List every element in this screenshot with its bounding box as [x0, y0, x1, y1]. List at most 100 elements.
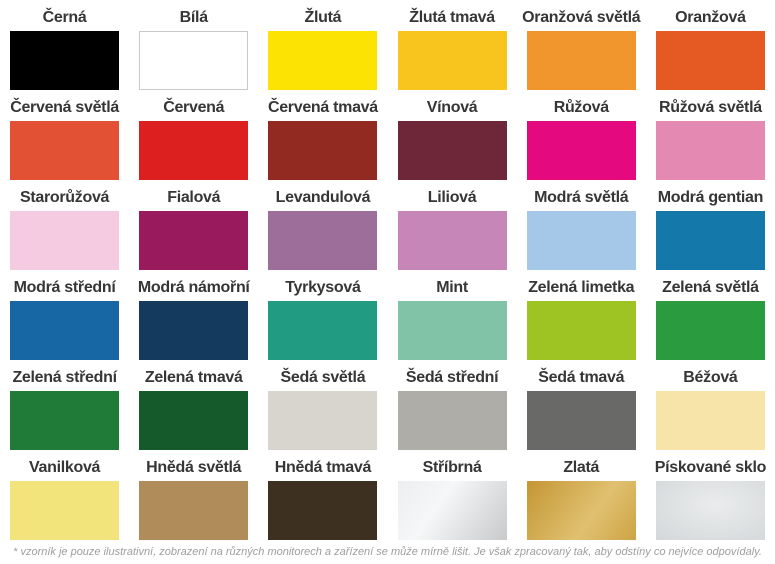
color-cell: Zelená světlá [646, 270, 775, 360]
color-cell: Stříbrná [388, 450, 517, 540]
color-cell: Pískované sklo [646, 450, 775, 540]
color-swatch [526, 121, 636, 180]
color-swatch [268, 481, 378, 540]
color-cell: Bílá [129, 0, 258, 90]
color-cell: Starorůžová [0, 180, 129, 270]
color-swatch [10, 121, 120, 180]
color-cell: Zelená tmavá [129, 360, 258, 450]
color-label: Černá [42, 8, 87, 26]
color-label: Tyrkysová [285, 278, 361, 296]
color-label: Zelená limetka [528, 278, 635, 296]
color-swatch [268, 31, 378, 90]
color-label: Šedá střední [405, 368, 499, 386]
color-cell: Oranžová [646, 0, 775, 90]
color-label: Červená světlá [10, 98, 119, 116]
color-swatch [139, 121, 249, 180]
color-cell: Mint [388, 270, 517, 360]
color-swatch [397, 391, 507, 450]
color-swatch [397, 121, 507, 180]
color-cell: Červená světlá [0, 90, 129, 180]
color-cell: Oranžová světlá [517, 0, 646, 90]
color-swatch [526, 391, 636, 450]
color-cell: Modrá střední [0, 270, 129, 360]
color-swatch [655, 31, 765, 90]
color-swatch [10, 481, 120, 540]
color-cell: Hnědá světlá [129, 450, 258, 540]
color-swatch [397, 481, 507, 540]
color-label: Béžová [683, 368, 738, 386]
color-label: Pískované sklo [654, 458, 767, 476]
color-cell: Červená tmavá [258, 90, 387, 180]
color-swatch [655, 481, 765, 540]
color-label: Oranžová [675, 8, 746, 26]
color-label: Šedá světlá [280, 368, 366, 386]
color-swatch [526, 301, 636, 360]
color-label: Modrá gentian [657, 188, 764, 206]
color-label: Modrá střední [13, 278, 116, 296]
color-cell: Hnědá tmavá [258, 450, 387, 540]
color-swatch [397, 211, 507, 270]
color-swatch [10, 211, 120, 270]
color-label: Liliová [427, 188, 477, 206]
color-cell: Béžová [646, 360, 775, 450]
color-label: Červená [163, 98, 225, 116]
color-label: Bílá [179, 8, 208, 26]
color-cell: Žlutá [258, 0, 387, 90]
color-swatch [268, 121, 378, 180]
color-swatch [10, 31, 120, 90]
color-swatch [268, 391, 378, 450]
color-label: Starorůžová [19, 188, 110, 206]
color-swatch [139, 481, 249, 540]
color-swatch [268, 301, 378, 360]
color-cell: Červená [129, 90, 258, 180]
color-cell: Šedá střední [388, 360, 517, 450]
color-label: Mint [436, 278, 468, 296]
color-swatch [139, 31, 249, 90]
color-label: Vanilková [29, 458, 101, 476]
color-cell: Levandulová [258, 180, 387, 270]
color-swatch [655, 301, 765, 360]
color-label: Zelená tmavá [144, 368, 243, 386]
color-swatch [526, 31, 636, 90]
color-label: Oranžová světlá [522, 8, 641, 26]
color-cell: Fialová [129, 180, 258, 270]
color-label: Zelená střední [12, 368, 117, 386]
color-label: Červená tmavá [267, 98, 378, 116]
color-cell: Modrá námořní [129, 270, 258, 360]
color-cell: Modrá světlá [517, 180, 646, 270]
color-label: Hnědá světlá [146, 458, 242, 476]
color-cell: Šedá světlá [258, 360, 387, 450]
color-swatch [397, 31, 507, 90]
color-swatch [655, 121, 765, 180]
color-swatch [397, 301, 507, 360]
color-cell: Růžová [517, 90, 646, 180]
color-cell: Vínová [388, 90, 517, 180]
disclaimer-note: * vzorník je pouze ilustrativní, zobraze… [13, 546, 762, 558]
color-label: Žlutá tmavá [409, 8, 495, 26]
color-cell: Žlutá tmavá [388, 0, 517, 90]
color-cell: Zelená střední [0, 360, 129, 450]
color-swatch [139, 211, 249, 270]
color-cell: Černá [0, 0, 129, 90]
color-label: Zlatá [563, 458, 600, 476]
color-label: Modrá námořní [137, 278, 250, 296]
color-label: Šedá tmavá [538, 368, 625, 386]
color-cell: Šedá tmavá [517, 360, 646, 450]
color-swatch [268, 211, 378, 270]
color-cell: Zelená limetka [517, 270, 646, 360]
color-label: Zelená světlá [662, 278, 759, 296]
color-cell: Tyrkysová [258, 270, 387, 360]
color-swatch [139, 391, 249, 450]
color-label: Levandulová [275, 188, 371, 206]
color-cell: Zlatá [517, 450, 646, 540]
color-cell: Modrá gentian [646, 180, 775, 270]
color-label: Fialová [167, 188, 221, 206]
color-swatch [655, 391, 765, 450]
color-label: Stříbrná [422, 458, 482, 476]
color-label: Modrá světlá [534, 188, 629, 206]
color-label: Vínová [426, 98, 478, 116]
color-swatch [10, 391, 120, 450]
color-cell: Růžová světlá [646, 90, 775, 180]
color-swatch [526, 481, 636, 540]
